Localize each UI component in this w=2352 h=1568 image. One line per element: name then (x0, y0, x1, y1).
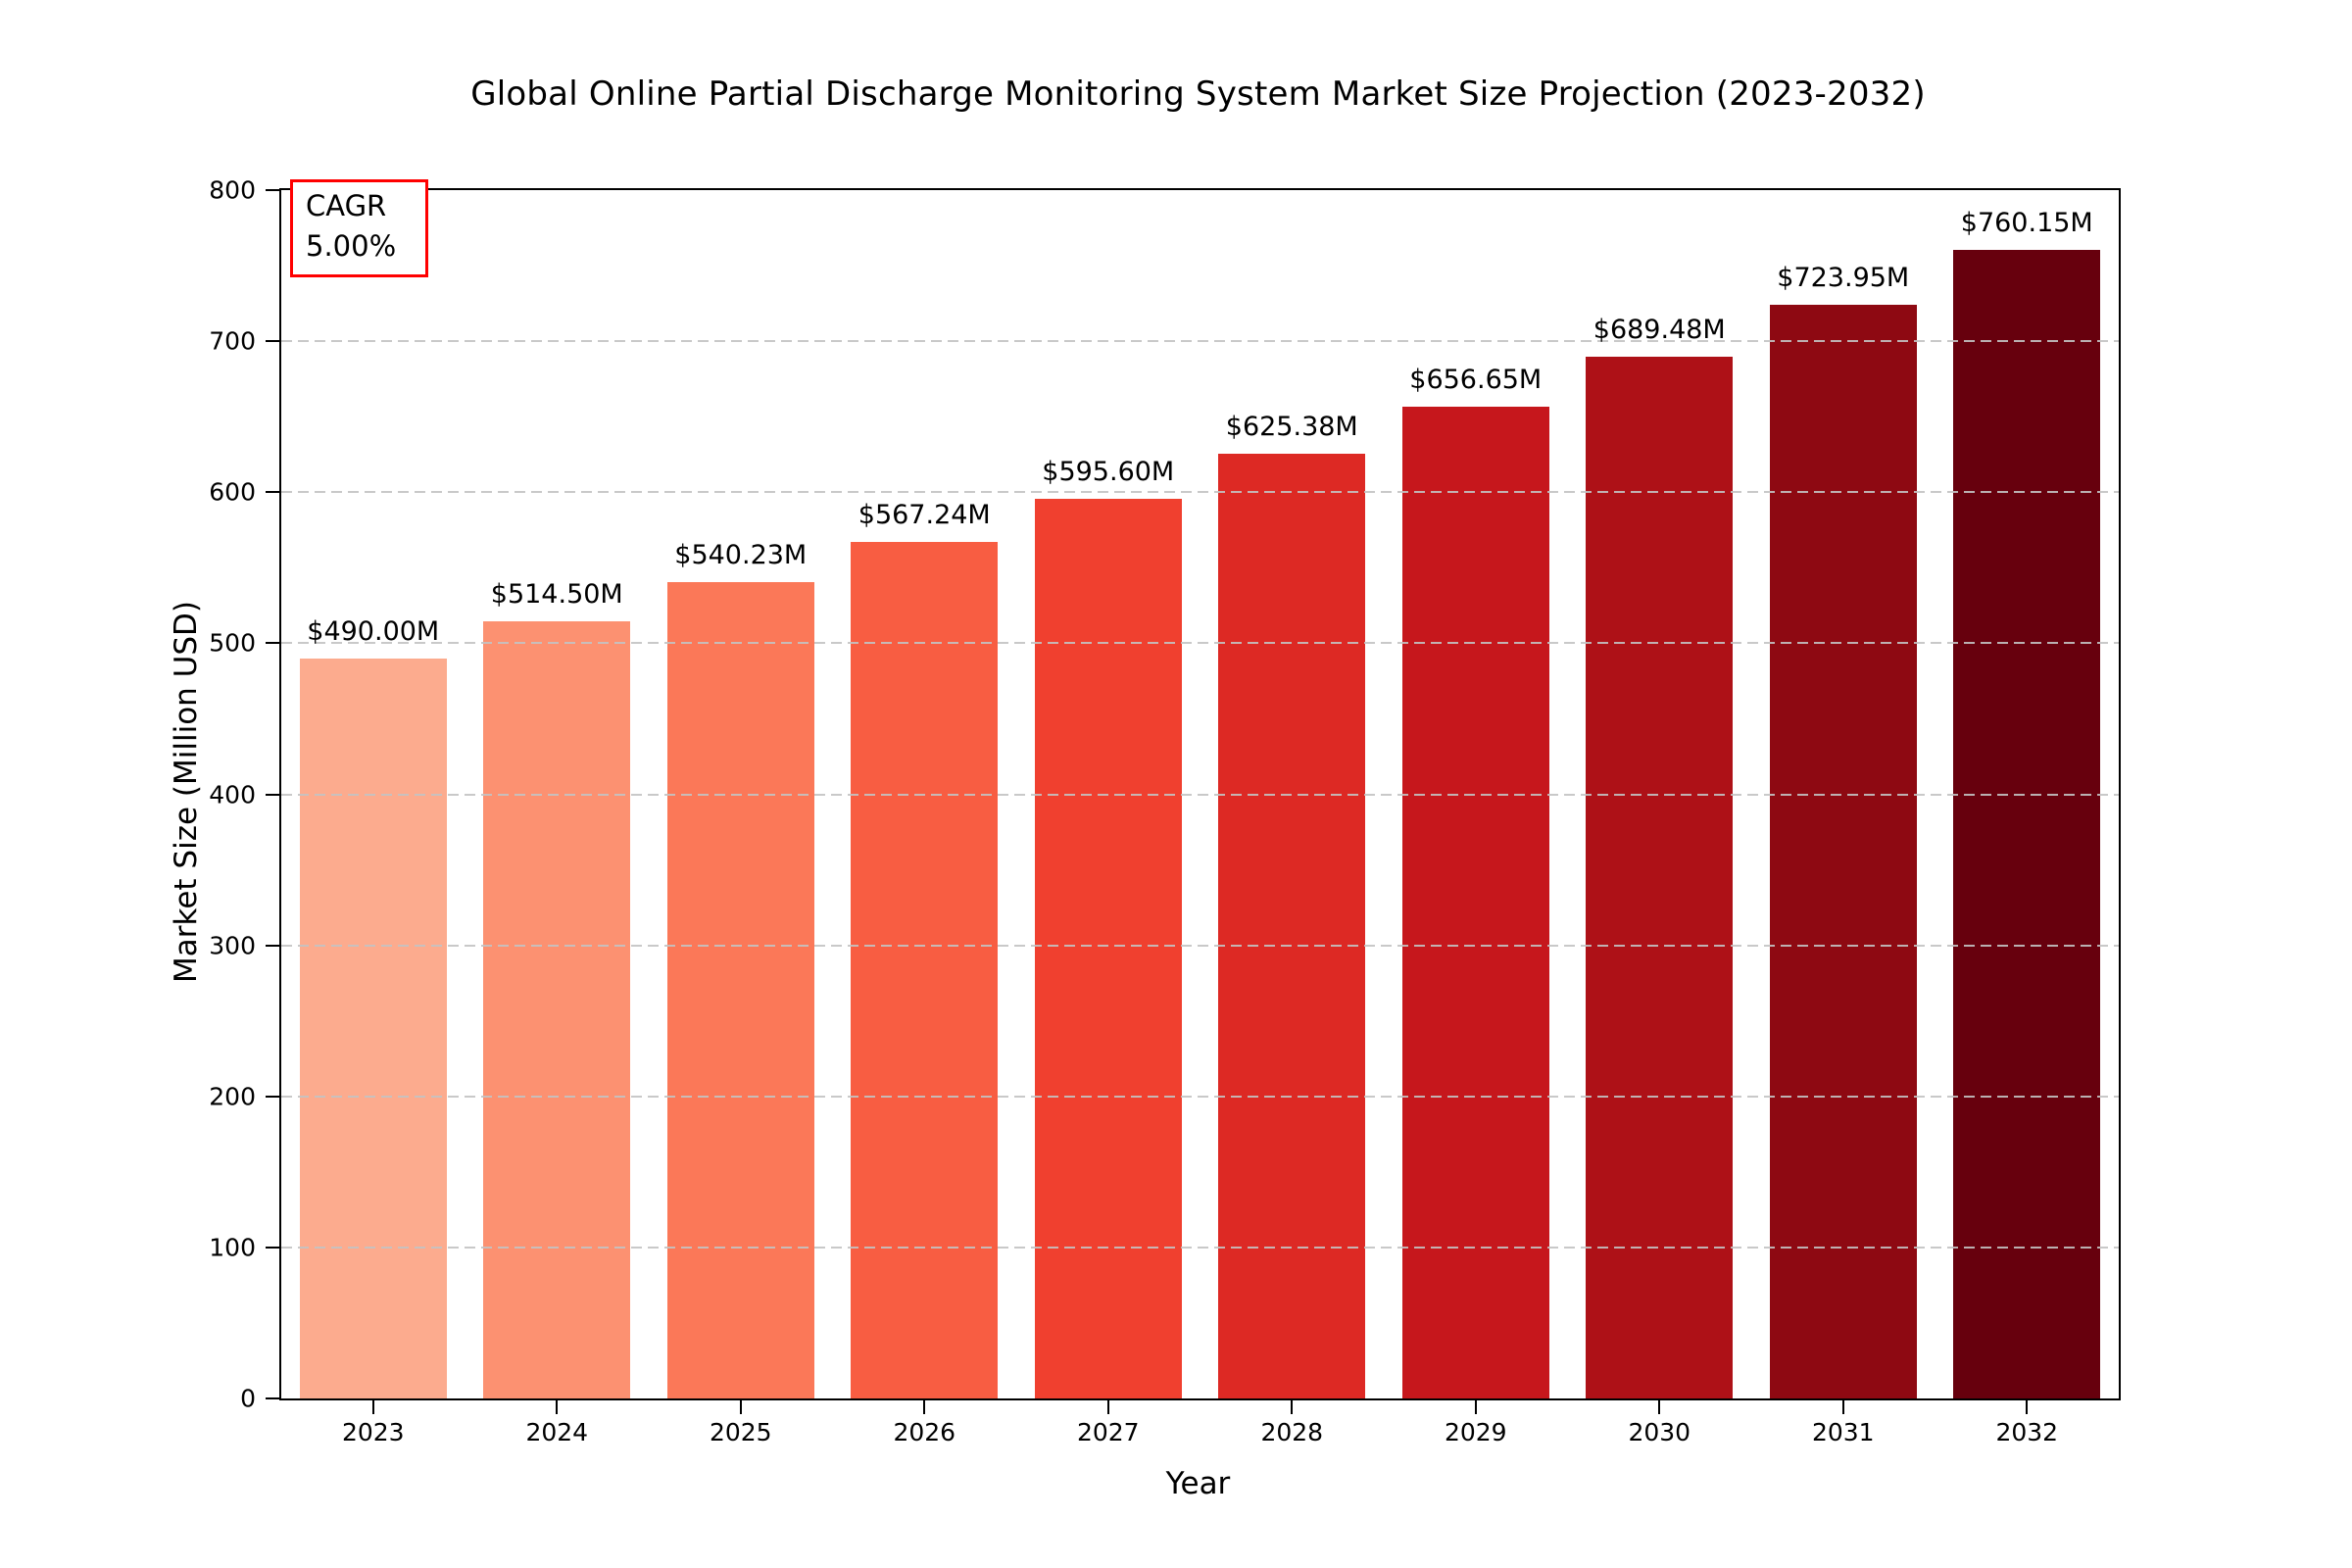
bar-value-label-2032: $760.15M (1960, 208, 2093, 239)
x-tick-label-2027: 2027 (1076, 1418, 1140, 1446)
y-axis-label: Market Size (Million USD) (169, 601, 204, 983)
y-tick-label-300: 300 (209, 931, 256, 960)
bar-2029 (1401, 406, 1549, 1398)
bar-value-label-2027: $595.60M (1042, 457, 1175, 488)
bar-value-label-2028: $625.38M (1225, 412, 1358, 443)
x-tick-label-2031: 2031 (1811, 1418, 1875, 1446)
x-tick-2026 (923, 1400, 926, 1414)
x-tick-2032 (2026, 1400, 2029, 1414)
y-tick-300 (266, 944, 279, 947)
x-tick-2024 (556, 1400, 559, 1414)
x-tick-label-2023: 2023 (341, 1418, 405, 1446)
x-tick-2027 (1106, 1400, 1109, 1414)
bar-value-label-2024: $514.50M (490, 579, 623, 611)
y-tick-label-500: 500 (209, 628, 256, 658)
x-tick-2031 (1841, 1400, 1844, 1414)
y-tick-label-100: 100 (209, 1233, 256, 1262)
bar-value-label-2030: $689.48M (1592, 315, 1726, 346)
gridline-600 (281, 491, 2119, 494)
bar-2032 (1953, 250, 2101, 1398)
y-tick-400 (266, 793, 279, 796)
x-tick-2025 (739, 1400, 742, 1414)
x-tick-2023 (371, 1400, 374, 1414)
y-tick-600 (266, 491, 279, 494)
y-tick-100 (266, 1246, 279, 1249)
cagr-label: CAGR (306, 189, 387, 222)
chart-title: Global Online Partial Discharge Monitori… (470, 74, 1926, 114)
y-tick-200 (266, 1095, 279, 1098)
bar-2027 (1034, 499, 1182, 1398)
y-tick-700 (266, 340, 279, 343)
cagr-annotation-box: CAGR 5.00% (290, 179, 429, 278)
x-tick-2028 (1291, 1400, 1294, 1414)
gridline-100 (281, 1246, 2119, 1249)
bar-2028 (1218, 454, 1366, 1398)
cagr-value: 5.00% (306, 229, 397, 264)
x-tick-label-2026: 2026 (893, 1418, 956, 1446)
x-tick-label-2025: 2025 (709, 1418, 772, 1446)
bar-2026 (851, 541, 999, 1398)
gridline-500 (281, 642, 2119, 645)
bar-2024 (483, 621, 631, 1398)
y-tick-500 (266, 642, 279, 645)
bar-2030 (1586, 357, 1734, 1398)
y-tick-label-400: 400 (209, 780, 256, 808)
bar-value-label-2025: $540.23M (674, 540, 808, 571)
plot-area: $490.00M 2023 $514.50M 2024 $540.23M 2025 $567… (209, 176, 2121, 1446)
bar-value-label-2023: $490.00M (307, 615, 440, 647)
x-tick-2030 (1658, 1400, 1661, 1414)
x-tick-label-2028: 2028 (1260, 1418, 1324, 1446)
x-tick-label-2029: 2029 (1444, 1418, 1507, 1446)
bar-2025 (666, 582, 814, 1398)
gridline-700 (281, 340, 2119, 343)
bar-value-label-2029: $656.65M (1409, 364, 1543, 395)
gridline-400 (281, 793, 2119, 796)
y-tick-0 (266, 1397, 279, 1399)
x-tick-label-2030: 2030 (1628, 1418, 1691, 1446)
bar-2031 (1769, 305, 1917, 1398)
x-tick-label-2024: 2024 (525, 1418, 589, 1446)
x-tick-label-2032: 2032 (1995, 1418, 2059, 1446)
y-tick-label-800: 800 (209, 175, 256, 205)
y-tick-label-0: 0 (240, 1384, 256, 1413)
gridline-300 (281, 944, 2119, 947)
bar-value-label-2031: $723.95M (1777, 263, 1910, 294)
gridline-200 (281, 1095, 2119, 1098)
y-tick-800 (266, 189, 279, 191)
bar-2023 (299, 658, 447, 1398)
y-tick-label-600: 600 (209, 477, 256, 507)
y-tick-label-200: 200 (209, 1082, 256, 1111)
bar-value-label-2026: $567.24M (858, 499, 991, 530)
x-axis-label: Year (1165, 1466, 1231, 1501)
x-tick-2029 (1474, 1400, 1477, 1414)
y-tick-label-700: 700 (209, 326, 256, 356)
